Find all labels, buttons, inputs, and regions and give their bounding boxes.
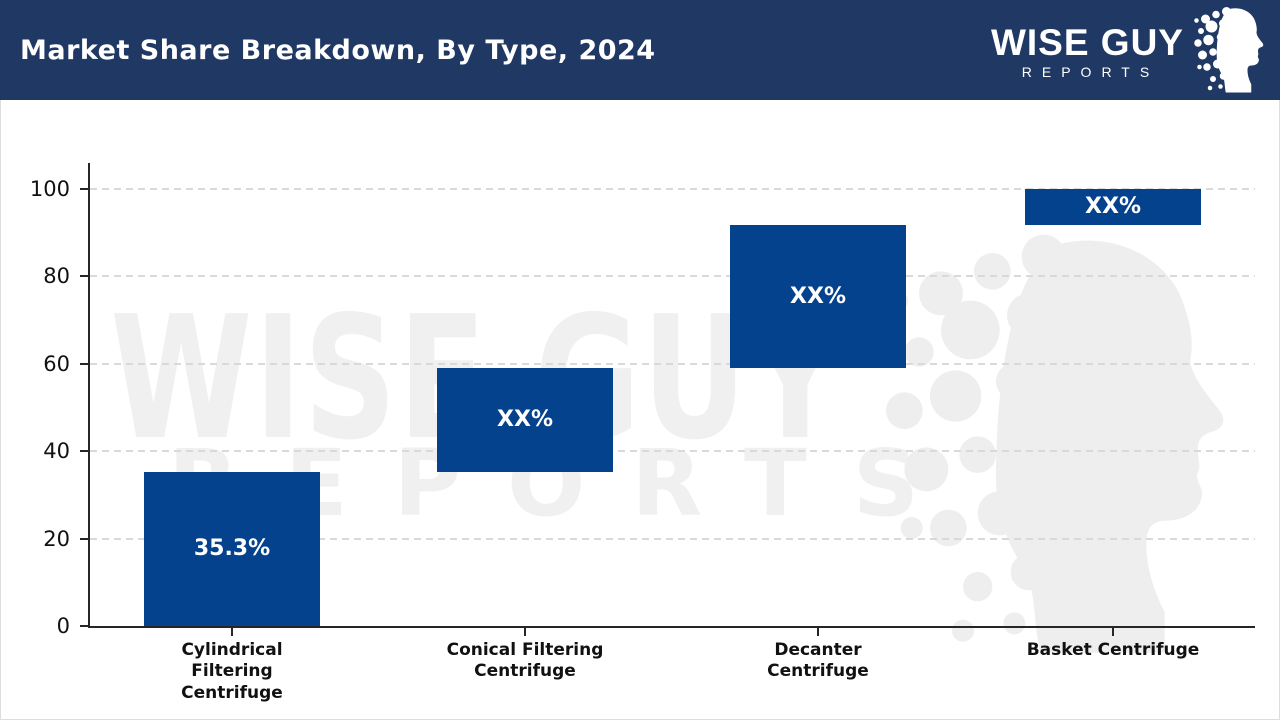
logo-text: WISE GUY REPORTS: [991, 24, 1184, 80]
y-tick-80: [80, 275, 88, 278]
logo-brand-subtitle: REPORTS: [1021, 64, 1160, 80]
y-tick-20: [80, 537, 88, 540]
wiseguy-head-icon: [1194, 7, 1264, 93]
bar-basket-centrifuge: XX%: [1025, 188, 1201, 226]
bar-cylindrical-filtering-centrifuge: 35.3%: [144, 471, 320, 626]
x-axis-label-basket-centrifuge: Basket Centrifuge: [1026, 640, 1200, 660]
bar-value-label: 35.3%: [193, 536, 271, 562]
plot-area: 0 20 40 60 80 100 35.3% XX% XX% XX% Cylindrical Fi…: [30, 163, 1255, 703]
y-tick-label-80: 80: [43, 264, 70, 289]
header-bar: Market Share Breakdown, By Type, 2024 WI…: [0, 0, 1280, 100]
bar-decanter-centrifuge: XX%: [730, 225, 906, 369]
bar-value-label: XX%: [1085, 194, 1141, 220]
x-tick-conical-filtering-centrifuge: [524, 628, 526, 636]
wiseguy-logo: WISE GUY REPORTS: [991, 4, 1268, 94]
y-tick-100: [80, 187, 88, 190]
y-tick-label-100: 100: [29, 176, 70, 201]
bar-conical-filtering-centrifuge: XX%: [437, 368, 613, 472]
y-tick-label-0: 0: [56, 614, 70, 638]
bar-value-label: XX%: [497, 407, 553, 433]
gridline-40: [90, 450, 1255, 453]
x-axis-label-conical-filtering-centrifuge: Conical Filtering Centrifuge: [446, 640, 604, 682]
gridline-100: [90, 187, 1255, 190]
y-tick-label-60: 60: [43, 351, 70, 376]
x-axis-label-decanter-centrifuge: Decanter Centrifuge: [767, 640, 869, 682]
x-tick-basket-centrifuge: [1112, 628, 1114, 636]
x-tick-cylindrical-filtering-centrifuge: [231, 628, 233, 636]
gridline-20: [90, 537, 1255, 540]
y-tick-label-20: 20: [43, 526, 70, 551]
gridline-80: [90, 275, 1255, 278]
x-axis-label-cylindrical-filtering-centrifuge: Cylindrical Filtering Centrifuge: [181, 640, 283, 703]
x-tick-decanter-centrifuge: [817, 628, 819, 636]
logo-brand-name: WISE GUY: [990, 22, 1184, 63]
gridline-60: [90, 362, 1255, 365]
y-tick-0: [80, 625, 88, 627]
y-tick-60: [80, 362, 88, 365]
bar-value-label: XX%: [790, 284, 846, 310]
watermark-head-icon: [886, 234, 1224, 653]
y-tick-label-40: 40: [43, 439, 70, 464]
y-tick-40: [80, 450, 88, 453]
page-title: Market Share Breakdown, By Type, 2024: [20, 34, 656, 66]
